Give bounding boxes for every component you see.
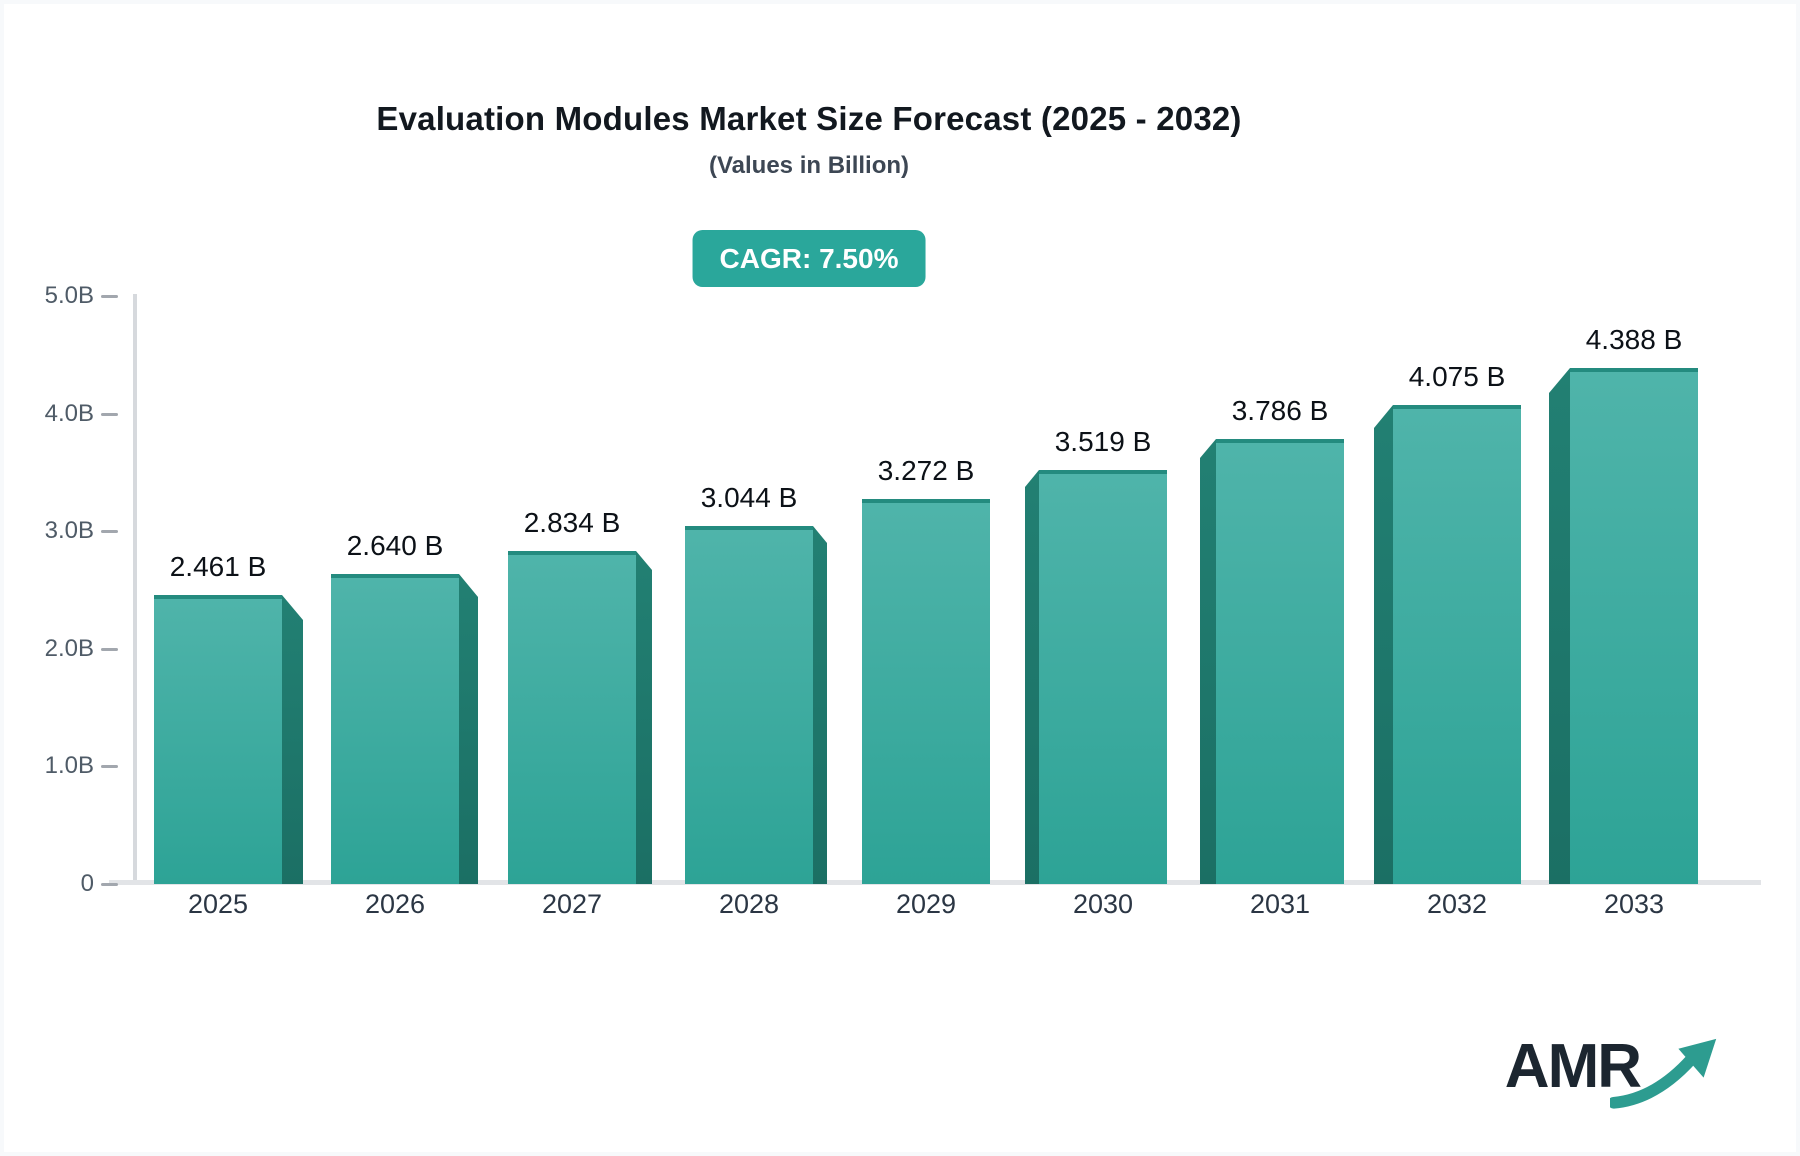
bar-2026 [331,574,459,884]
tick-dash [101,765,118,769]
y-axis-tick-label: 5.0B [44,282,94,309]
bar-value-label: 3.272 B [877,455,975,486]
tick-dash [101,883,118,886]
bar-group-2032: 4.075 B 2032 [1374,4,1521,919]
y-axis-tick-label: 4.0B [44,399,94,427]
y-axis-line [133,294,137,884]
x-axis-label-2028: 2028 [718,889,780,919]
y-axis-tick-label: 3.0B [44,517,94,545]
growth-arrow-icon [1610,1038,1717,1109]
bar-group-2030: 3.519 B 2030 [1025,4,1167,919]
amr-logo: AMR [1505,1036,1718,1110]
y-axis-tick-label: 1.0B [44,752,94,780]
x-axis-label-2030: 2030 [1072,889,1134,919]
bar-value-label: 3.044 B [700,482,798,513]
plot-area: 5.0B 4.0B 3.0B 2.0B 1.0B 0 2.461 B 2025 [4,4,1796,1152]
bar-2028 [685,526,813,884]
tick-dash [101,530,118,534]
bar-side-face [282,595,303,884]
x-axis-label-2027: 2027 [541,889,603,919]
bar-side-face [1200,439,1216,884]
bar-2033 [1570,368,1698,884]
bar-value-label: 2.461 B [169,551,267,582]
bar-value-label: 3.786 B [1231,395,1329,426]
bar-value-label: 4.388 B [1585,324,1683,355]
bar-group-2033: 4.388 B 2033 [1549,4,1698,919]
bar-side-face [636,551,652,884]
bar-side-face [1025,470,1039,884]
bar-group-2025: 2.461 B 2025 [154,4,303,919]
x-axis-label-2029: 2029 [895,889,957,919]
x-axis-label-2026: 2026 [364,889,426,919]
bar-side-face [1374,405,1393,884]
bar-2030 [1039,470,1167,884]
bar-side-face [459,574,478,884]
bar-value-label: 2.640 B [346,530,444,561]
page-subtitle: (Values in Billion) [708,152,910,179]
bar-group-2028: 3.044 B 2028 [685,4,827,919]
bar-side-face [813,526,827,884]
bar-group-2027: 2.834 B 2027 [508,4,652,919]
tick-dash [101,647,118,651]
x-axis-label-2025: 2025 [187,889,249,919]
bar-value-label: 3.519 B [1054,426,1152,457]
x-axis-label-2031: 2031 [1249,889,1311,919]
bar-2032 [1393,405,1521,884]
bar-group-2031: 3.786 B 2031 [1200,4,1344,919]
bar-group-2026: 2.640 B 2026 [331,4,478,919]
bar-group-2029: 3.272 B 2029 [862,4,990,919]
bar-2029 [862,499,990,884]
cagr-badge: CAGR: 7.50% [692,230,926,287]
bar-2031 [1216,439,1344,884]
bar-2025 [154,595,282,884]
page-title: Evaluation Modules Market Size Forecast … [376,100,1242,137]
x-axis-label-2033: 2033 [1603,889,1665,919]
x-axis-label-2032: 2032 [1426,889,1488,919]
bar-value-label: 4.075 B [1408,361,1506,392]
amr-logo-text: AMR [1504,1032,1642,1101]
bar-2027 [508,551,636,884]
tick-dash [101,412,118,416]
bar-side-face [1549,368,1570,884]
bar-value-label: 2.834 B [523,507,621,538]
y-axis-tick-label: 2.0B [44,634,94,662]
tick-dash [101,295,118,298]
y-axis-tick-label: 0 [80,870,94,897]
